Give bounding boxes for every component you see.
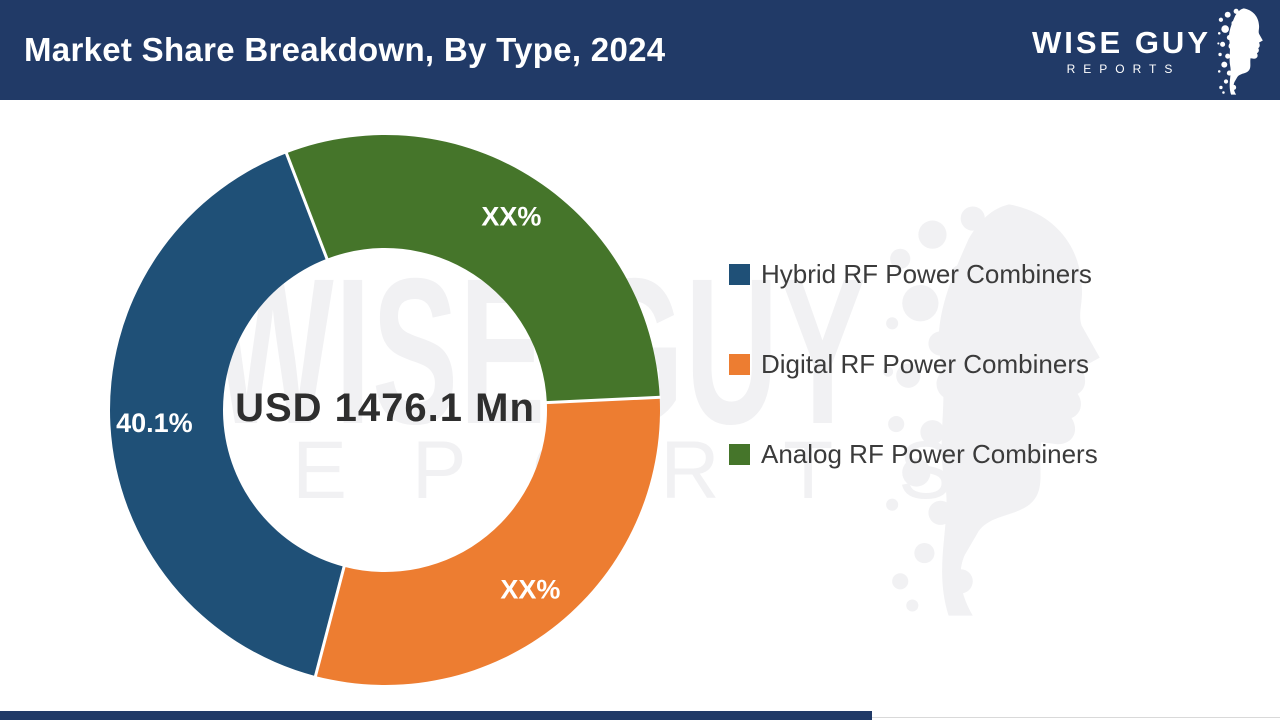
slice-separator [545, 395, 661, 405]
donut-slice [315, 397, 660, 685]
footer-bar [0, 711, 872, 720]
slice-percentage-label: XX% [481, 202, 541, 232]
donut-slice [286, 135, 660, 403]
legend-label: Analog RF Power Combiners [761, 438, 1098, 469]
donut-slice [110, 153, 345, 677]
donut-center-value: USD 1476.1 Mn [235, 386, 535, 430]
legend: Hybrid RF Power Combiners Digital RF Pow… [729, 257, 1098, 527]
legend-label: Hybrid RF Power Combiners [761, 258, 1092, 289]
legend-swatch-digital [729, 353, 750, 375]
wiseguy-face-icon [1217, 7, 1263, 95]
logo-name: WISE GUY [1031, 25, 1211, 60]
legend-swatch-analog [729, 443, 750, 465]
legend-label: Digital RF Power Combiners [761, 348, 1089, 379]
slice-percentage-label: XX% [500, 575, 560, 605]
slice-separator [313, 565, 346, 678]
legend-swatch-hybrid [729, 263, 750, 285]
legend-item-hybrid: Hybrid RF Power Combiners [729, 257, 1098, 291]
donut-chart: XX% XX% 40.1% [110, 135, 661, 685]
brand-logo: WISE GUY REPORTS [1032, 7, 1270, 96]
slice-separator [284, 151, 329, 261]
header: Market Share Breakdown, By Type, 2024 WI… [0, 0, 1280, 100]
legend-item-digital: Digital RF Power Combiners [729, 347, 1098, 381]
page-title: Market Share Breakdown, By Type, 2024 [24, 31, 666, 68]
legend-item-analog: Analog RF Power Combiners [729, 437, 1098, 471]
slice-percentage-label: 40.1% [116, 408, 193, 438]
logo-wordmark: WISE GUY REPORTS [1032, 27, 1211, 75]
logo-subtitle: REPORTS [1066, 62, 1181, 76]
